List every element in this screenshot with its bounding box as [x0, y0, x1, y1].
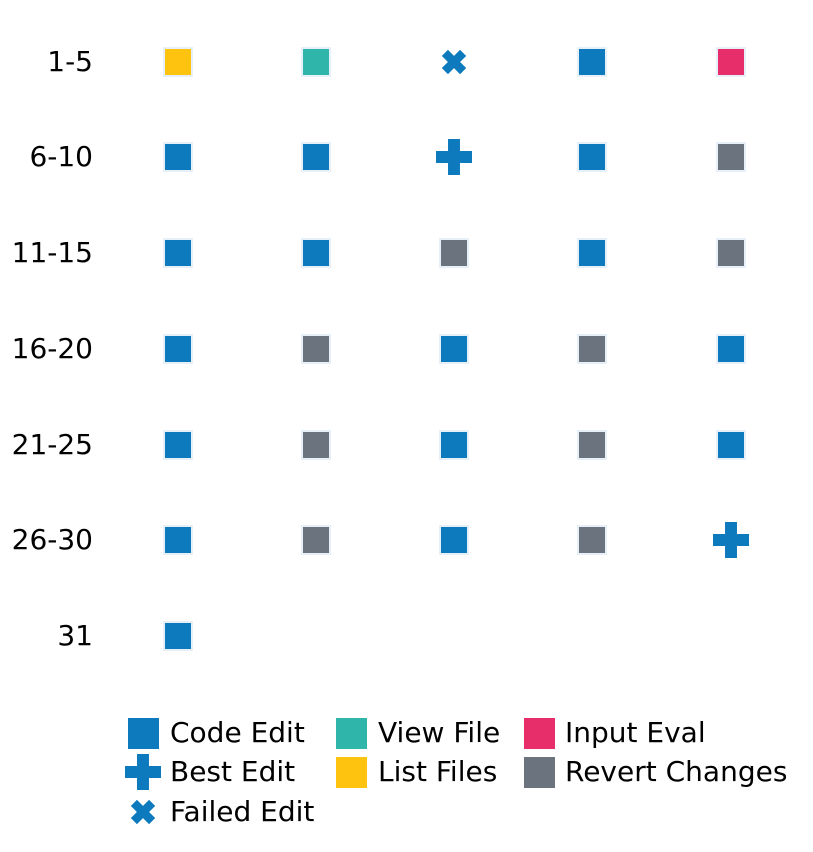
code-edit-marker [441, 432, 467, 458]
list-files-marker [165, 49, 191, 75]
row-label-16-20: 16-20 [11, 332, 93, 365]
revert-changes-marker [303, 527, 329, 553]
view-file-marker [303, 49, 329, 75]
code-edit-marker [579, 144, 605, 170]
code-edit-marker [165, 240, 191, 266]
legend-label-view-file: View File [378, 716, 501, 749]
legend-label-failed-edit: Failed Edit [170, 795, 315, 828]
revert-changes-marker [441, 240, 467, 266]
input-eval-marker [718, 49, 744, 75]
code-edit-marker [303, 144, 329, 170]
revert-changes-marker [579, 432, 605, 458]
revert-changes-marker [303, 432, 329, 458]
code-edit-marker [165, 144, 191, 170]
legend-label-code-edit: Code Edit [170, 716, 305, 749]
row-label-6-10: 6-10 [29, 140, 93, 173]
input-eval-marker [523, 717, 555, 749]
code-edit-marker [718, 336, 744, 362]
code-edit-marker [441, 527, 467, 553]
row-label-31: 31 [57, 619, 93, 652]
revert-changes-marker [718, 144, 744, 170]
revert-changes-marker [579, 336, 605, 362]
code-edit-marker [127, 717, 159, 749]
legend-label-best-edit: Best Edit [170, 755, 296, 788]
legend-label-list-files: List Files [378, 755, 498, 788]
code-edit-marker [579, 49, 605, 75]
failed-edit-marker [125, 794, 162, 831]
revert-changes-marker [523, 756, 555, 788]
revert-changes-marker [303, 336, 329, 362]
row-label-1-5: 1-5 [47, 45, 93, 78]
revert-changes-marker [718, 240, 744, 266]
best-edit-marker [436, 139, 472, 175]
legend-label-revert-changes: Revert Changes [565, 755, 788, 788]
failed-edit-marker [436, 44, 473, 81]
list-files-marker [335, 756, 367, 788]
code-edit-marker [441, 336, 467, 362]
code-edit-marker [579, 240, 605, 266]
row-label-21-25: 21-25 [11, 428, 93, 461]
best-edit-marker [125, 754, 161, 790]
best-edit-marker [713, 522, 749, 558]
view-file-marker [335, 717, 367, 749]
code-edit-marker [718, 432, 744, 458]
row-label-26-30: 26-30 [11, 523, 93, 556]
code-edit-marker [165, 336, 191, 362]
code-edit-marker [165, 623, 191, 649]
legend-label-input-eval: Input Eval [565, 716, 706, 749]
code-edit-marker [165, 432, 191, 458]
code-edit-marker [303, 240, 329, 266]
code-edit-marker [165, 527, 191, 553]
row-label-11-15: 11-15 [11, 236, 93, 269]
revert-changes-marker [579, 527, 605, 553]
